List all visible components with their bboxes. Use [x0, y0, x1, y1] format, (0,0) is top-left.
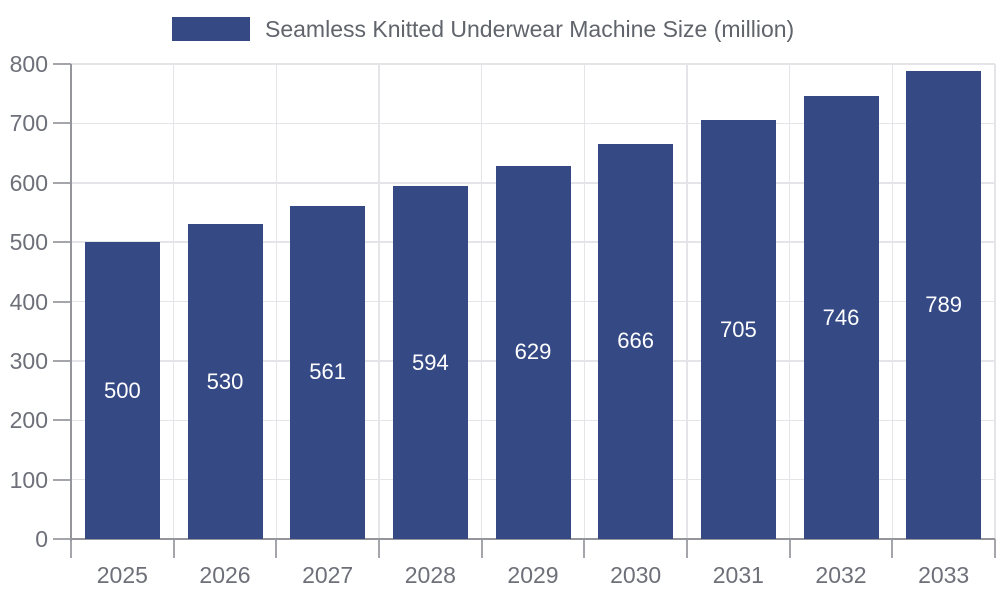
x-axis-tick — [275, 539, 278, 558]
y-axis-tick — [53, 419, 71, 422]
bar[interactable]: 629 — [495, 165, 571, 539]
x-axis-tick — [480, 539, 483, 558]
bar-value-label: 746 — [822, 304, 860, 330]
bar[interactable]: 789 — [906, 70, 982, 539]
bar-value-label: 705 — [719, 316, 757, 342]
y-axis-line — [70, 64, 72, 541]
y-axis-label: 300 — [9, 347, 48, 374]
y-axis-tick — [53, 300, 71, 303]
y-axis-tick — [53, 478, 71, 481]
bar[interactable]: 705 — [700, 120, 776, 539]
x-axis-tick — [891, 539, 894, 558]
bar[interactable]: 666 — [598, 143, 674, 539]
y-axis-tick — [53, 63, 71, 65]
x-axis-label: 2031 — [712, 562, 764, 588]
x-gridline — [480, 64, 483, 539]
y-axis-tick — [53, 359, 71, 362]
x-axis-label: 2032 — [815, 562, 867, 588]
x-axis-tick — [70, 539, 72, 558]
legend-label: Seamless Knitted Underwear Machine Size … — [265, 16, 795, 42]
legend-swatch-icon — [172, 17, 250, 41]
bar-value-label: 500 — [103, 377, 141, 403]
y-axis-label: 500 — [9, 229, 48, 256]
y-axis-tick — [53, 538, 71, 540]
x-gridline — [994, 64, 996, 539]
bar-value-label: 789 — [925, 291, 963, 317]
x-gridline — [275, 64, 278, 539]
x-gridline — [172, 64, 175, 539]
y-axis-label: 600 — [9, 169, 48, 196]
x-axis-label: 2025 — [96, 562, 148, 588]
x-axis-label: 2029 — [507, 562, 559, 588]
legend[interactable]: Seamless Knitted Underwear Machine Size … — [172, 15, 794, 43]
bar[interactable]: 530 — [187, 224, 263, 539]
x-axis-tick — [172, 539, 175, 558]
y-axis-label: 0 — [35, 526, 48, 552]
y-axis-label: 700 — [9, 110, 48, 137]
bar-value-label: 561 — [309, 359, 347, 385]
x-gridline — [891, 64, 894, 539]
x-gridline — [788, 64, 791, 539]
y-axis-tick — [53, 122, 71, 125]
y-axis-label: 100 — [9, 466, 48, 493]
x-gridline — [583, 64, 586, 539]
y-axis-tick — [53, 241, 71, 244]
x-axis-tick — [378, 539, 380, 558]
x-gridline — [378, 64, 380, 539]
y-axis-label: 400 — [9, 288, 48, 315]
y-axis-label: 200 — [9, 407, 48, 434]
y-axis-tick — [53, 181, 71, 184]
x-axis-label: 2027 — [302, 562, 354, 588]
bar-value-label: 530 — [206, 368, 244, 394]
x-axis-label: 2028 — [404, 562, 456, 588]
x-axis-line — [70, 538, 995, 540]
x-axis-tick — [994, 539, 996, 558]
x-axis-tick — [686, 539, 688, 558]
x-gridline — [686, 64, 688, 539]
bar-value-label: 666 — [617, 328, 655, 354]
y-gridline — [71, 63, 995, 65]
x-axis-tick — [788, 539, 791, 558]
bar[interactable]: 561 — [290, 205, 366, 539]
x-axis-label: 2030 — [610, 562, 662, 588]
x-axis-label: 2033 — [918, 562, 970, 588]
bar-value-label: 594 — [411, 349, 449, 375]
bar[interactable]: 500 — [84, 242, 160, 539]
y-gridline — [71, 122, 995, 125]
y-axis-label: 800 — [9, 51, 48, 77]
x-axis-label: 2026 — [199, 562, 251, 588]
bar[interactable]: 746 — [803, 96, 879, 539]
x-axis-tick — [583, 539, 586, 558]
bar-value-label: 629 — [514, 339, 552, 365]
bar[interactable]: 594 — [392, 186, 468, 539]
